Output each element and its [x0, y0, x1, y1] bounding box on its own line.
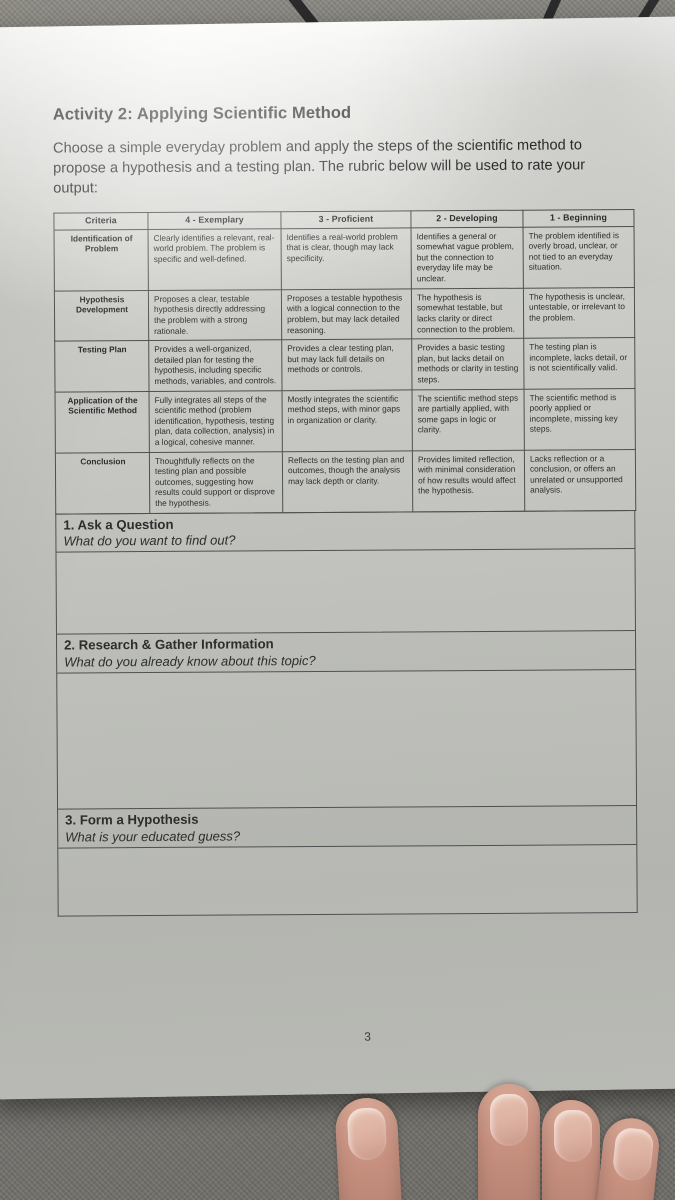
row-criteria-label: Identification of Problem — [54, 229, 149, 291]
cell-exemplary: Fully integrates all steps of the scient… — [149, 390, 283, 453]
section-prompt: What do you already know about this topi… — [64, 652, 316, 670]
cell-proficient: Mostly integrates the scientific method … — [282, 389, 413, 452]
section-prompt: What is your educated guess? — [65, 828, 241, 845]
column-header-proficient: 3 - Proficient — [280, 211, 412, 229]
cell-developing: The hypothesis is somewhat testable, but… — [411, 287, 524, 340]
cell-exemplary: Provides a well-organized, detailed plan… — [148, 339, 283, 392]
cell-proficient: Proposes a testable hypothesis with a lo… — [281, 288, 412, 340]
answer-field-research-gather-information[interactable] — [57, 669, 637, 809]
table-row: Application of the Scientific Method Ful… — [55, 388, 636, 453]
cell-beginning: The problem identified is overly broad, … — [523, 226, 635, 288]
fingernail — [346, 1107, 388, 1162]
cell-exemplary: Thoughtfully reflects on the testing pla… — [149, 451, 283, 514]
instructions-paragraph: Choose a simple everyday problem and app… — [52, 137, 586, 197]
cell-beginning: The scientific method is poorly applied … — [524, 388, 636, 450]
column-header-exemplary: 4 - Exemplary — [147, 212, 282, 230]
cell-beginning: Lacks reflection or a conclusion, or off… — [524, 449, 636, 511]
cell-proficient: Provides a clear testing plan, but may l… — [281, 339, 413, 391]
column-header-beginning: 1 - Beginning — [522, 209, 635, 227]
document-content: Activity 2: Applying Scientific Method C… — [52, 102, 648, 917]
worksheet-sections: 1. Ask a Question What do you want to fi… — [55, 509, 638, 917]
table-row: Hypothesis Development Proposes a clear,… — [54, 287, 635, 342]
cell-developing: The scientific method steps are partiall… — [412, 388, 525, 451]
section-header: 2. Research & Gather Information What do… — [57, 631, 635, 672]
section-form-a-hypothesis: 3. Form a Hypothesis What is your educat… — [57, 806, 638, 917]
table-row: Testing Plan Provides a well-organized, … — [54, 337, 636, 392]
section-research-gather-information: 2. Research & Gather Information What do… — [55, 631, 638, 810]
answer-field-ask-a-question[interactable] — [56, 548, 635, 634]
row-criteria-label: Hypothesis Development — [54, 290, 149, 342]
finger — [542, 1100, 600, 1200]
column-header-developing: 2 - Developing — [410, 210, 524, 228]
section-ask-a-question: 1. Ask a Question What do you want to fi… — [55, 509, 636, 635]
worksheet-page: Activity 2: Applying Scientific Method C… — [0, 16, 675, 1100]
cell-proficient: Identifies a real-world problem that is … — [281, 227, 412, 290]
row-criteria-label: Conclusion — [55, 452, 150, 514]
cell-developing: Provides a basic testing plan, but lacks… — [411, 338, 525, 390]
page-number: 3 — [364, 1029, 371, 1044]
cell-beginning: The hypothesis is unclear, untestable, o… — [523, 287, 635, 339]
page-title: Activity 2: Applying Scientific Method — [52, 103, 352, 124]
row-criteria-label: Testing Plan — [54, 340, 150, 392]
fingernail — [490, 1094, 528, 1146]
cell-developing: Provides limited reflection, with minima… — [412, 449, 525, 512]
finger — [334, 1096, 404, 1200]
rubric-table: Criteria 4 - Exemplary 3 - Proficient 2 … — [53, 209, 637, 515]
cell-developing: Identifies a general or somewhat vague p… — [411, 226, 524, 289]
column-header-criteria: Criteria — [53, 212, 149, 230]
row-criteria-label: Application of the Scientific Method — [55, 391, 150, 453]
fingernail — [611, 1126, 655, 1183]
finger — [590, 1115, 662, 1200]
cell-exemplary: Clearly identifies a relevant, real-worl… — [148, 228, 282, 291]
fingernail — [554, 1110, 592, 1162]
finger — [478, 1084, 540, 1200]
cell-beginning: The testing plan is incomplete, lacks de… — [523, 337, 636, 389]
answer-field-form-a-hypothesis[interactable] — [58, 843, 637, 916]
section-prompt: What do you want to find out? — [63, 532, 236, 549]
section-header: 1. Ask a Question What do you want to fi… — [56, 511, 634, 552]
table-row: Conclusion Thoughtfully reflects on the … — [55, 449, 636, 514]
cell-proficient: Reflects on the testing plan and outcome… — [282, 450, 413, 513]
hand-holding-page — [330, 1084, 675, 1200]
rubric-body: Identification of Problem Clearly identi… — [54, 226, 636, 514]
table-row: Identification of Problem Clearly identi… — [54, 226, 635, 291]
section-header: 3. Form a Hypothesis What is your educat… — [58, 806, 636, 847]
cell-exemplary: Proposes a clear, testable hypothesis di… — [148, 289, 282, 341]
